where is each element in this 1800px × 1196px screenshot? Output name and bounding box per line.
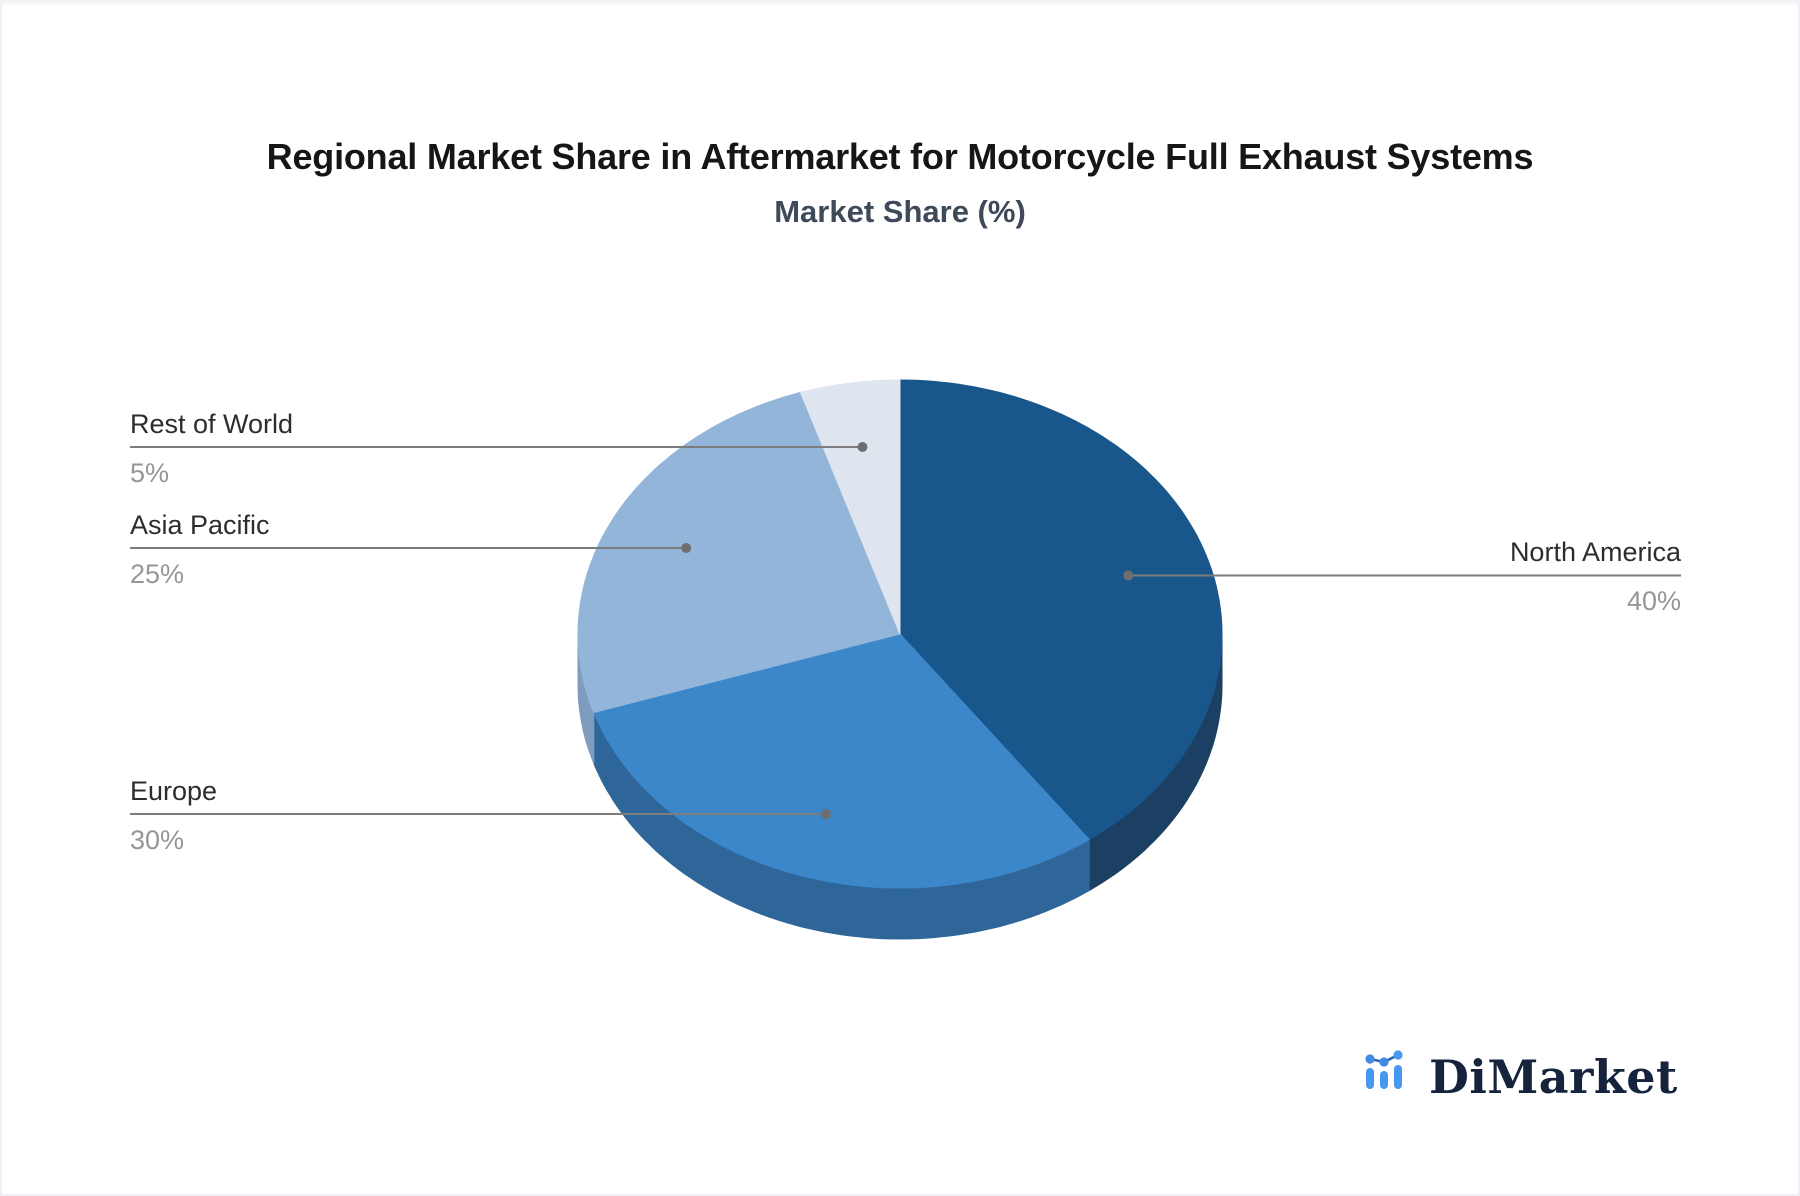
- slice-value: 40%: [1626, 586, 1681, 617]
- dimarket-logo: DiMarket: [1363, 1045, 1678, 1100]
- slice-label: North America: [1509, 537, 1681, 568]
- pie-slice-asia-pacific: [577, 391, 901, 713]
- slice-label: Asia Pacific: [130, 510, 270, 541]
- pie-slice-north-america: [899, 379, 1223, 840]
- leader-dot-north-america: [1123, 570, 1134, 581]
- chart-subtitle: Market Share (%): [774, 194, 1026, 229]
- slice-value: 25%: [130, 559, 185, 590]
- leader-dot-europe: [820, 809, 831, 820]
- slice-label: Europe: [130, 776, 218, 807]
- logo-wordmark: DiMarket: [1429, 1050, 1678, 1104]
- slice-value: 5%: [130, 458, 170, 488]
- leader-dot-asia-pacific: [681, 543, 692, 554]
- slice-label: Rest of World: [130, 409, 294, 439]
- slice-value: 30%: [130, 825, 185, 856]
- pie-slice-rest-of-world: [800, 379, 901, 635]
- pie-slice-europe: [593, 633, 1090, 889]
- chart-title: Regional Market Share in Aftermarket for…: [266, 136, 1534, 177]
- logo-bar-chart-icon: [1365, 1050, 1403, 1089]
- leader-dot-rest-of-world: [857, 442, 868, 453]
